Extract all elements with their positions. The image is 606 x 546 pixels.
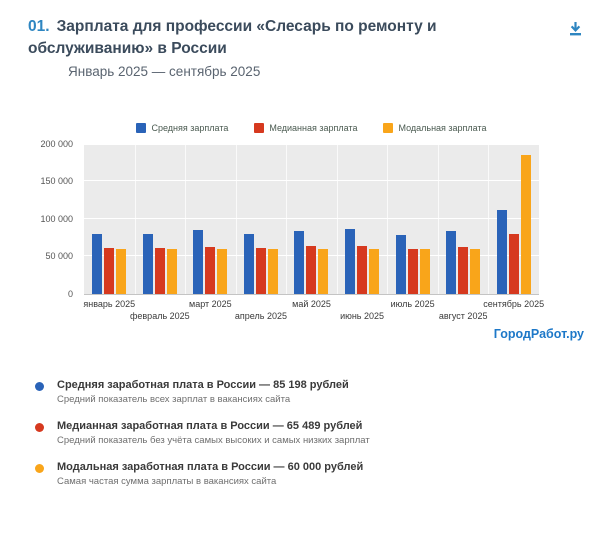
bar	[520, 155, 531, 294]
stat-item: Средняя заработная плата в России — 85 1…	[35, 379, 584, 405]
gridline	[185, 144, 187, 294]
stat-title: Модальная заработная плата в России — 60…	[57, 460, 364, 473]
stat-bullet-icon	[35, 381, 44, 391]
bar-group	[438, 145, 489, 294]
bar	[193, 230, 204, 294]
bar-group	[135, 145, 186, 294]
bar-group	[185, 145, 236, 294]
bar	[217, 248, 228, 294]
bar	[142, 234, 153, 294]
y-axis-label: 150 000	[40, 176, 73, 187]
page-title-number: 01.	[28, 18, 50, 35]
bar	[294, 231, 305, 294]
gridline	[488, 144, 490, 294]
bar	[104, 248, 115, 294]
brand-logo: ГородРабот.ру	[493, 326, 584, 341]
x-axis-label: апрель 2025	[234, 310, 287, 321]
bar	[116, 248, 127, 294]
legend-label: Модальная зарплата	[398, 122, 487, 133]
bar	[92, 233, 103, 294]
bar-group	[84, 145, 135, 294]
stat-description: Самая частая сумма зарплаты в вакансиях …	[57, 475, 277, 487]
x-axis-label: февраль 2025	[129, 310, 190, 321]
x-axis-label: май 2025	[292, 298, 331, 309]
legend-label: Медианная зарплата	[269, 122, 358, 133]
gridline	[336, 144, 338, 294]
bar	[458, 247, 469, 294]
bar-group	[236, 145, 287, 294]
bar-group	[337, 145, 388, 294]
x-axis-label: сентябрь 2025	[483, 298, 545, 309]
bar	[267, 248, 278, 294]
stat-description: Средний показатель без учёта самых высок…	[57, 434, 370, 446]
legend-item: Средняя зарплата	[136, 122, 229, 133]
bar	[470, 248, 481, 294]
y-axis: 0 50 000 100 000 150 000 200 000	[28, 139, 78, 299]
x-axis-label: март 2025	[189, 298, 232, 309]
gridline	[387, 144, 389, 294]
x-axis-label: июнь 2025	[340, 310, 385, 321]
gridline	[84, 142, 539, 144]
plot-row: 0 50 000 100 000 150 000 200 000	[28, 139, 584, 299]
bar	[154, 248, 165, 294]
y-axis-label: 200 000	[40, 138, 73, 149]
bar	[166, 248, 177, 294]
bar	[205, 247, 216, 294]
y-axis-label: 100 000	[40, 213, 73, 224]
x-axis-label: январь 2025	[83, 298, 136, 309]
bar	[496, 209, 507, 294]
bar	[419, 248, 430, 294]
bar	[395, 235, 406, 294]
gridline	[84, 180, 539, 182]
bar	[306, 246, 317, 294]
salary-chart: Средняя зарплата Медианная зарплата Модаль…	[28, 122, 584, 341]
download-icon[interactable]	[567, 20, 584, 42]
header: 01. Зарплата для профессии «Слесарь по ре…	[28, 16, 584, 79]
stat-bullet-icon	[35, 463, 44, 473]
bar	[243, 233, 254, 294]
bar-group	[488, 145, 539, 294]
bar	[508, 233, 519, 294]
page-title: 01. Зарплата для профессии «Слесарь по ре…	[28, 16, 558, 61]
bar-group	[286, 145, 337, 294]
legend-swatch	[136, 122, 147, 133]
gridline	[286, 144, 288, 294]
stat-item: Модальная заработная плата в России — 60…	[35, 461, 584, 487]
y-axis-label: 0	[67, 288, 73, 299]
stat-item: Медианная заработная плата в России — 65…	[35, 420, 584, 446]
legend-item: Медианная зарплата	[254, 122, 358, 133]
stat-title: Медианная заработная плата в России — 65…	[57, 419, 363, 432]
y-axis-label: 50 000	[45, 251, 73, 262]
legend-swatch	[254, 122, 265, 133]
subtitle-period: Январь 2025 — сентябрь 2025	[68, 63, 261, 79]
legend-swatch	[383, 122, 394, 133]
gridline	[235, 144, 237, 294]
page-title-text: Зарплата для профессии «Слесарь по ремон…	[28, 18, 437, 58]
bar	[318, 248, 329, 294]
bar	[345, 229, 356, 294]
x-axis-label: июль 2025	[390, 298, 435, 309]
chart-legend: Средняя зарплата Медианная зарплата Модаль…	[84, 122, 539, 133]
stat-bullet-icon	[35, 422, 44, 432]
legend-label: Средняя зарплата	[151, 122, 229, 133]
bar	[255, 248, 266, 294]
x-axis-label: август 2025	[438, 310, 488, 321]
bar	[446, 230, 457, 294]
legend-item: Модальная зарплата	[383, 122, 487, 133]
bar-group	[387, 145, 438, 294]
stats-list: Средняя заработная плата в России — 85 1…	[35, 379, 584, 487]
stat-title: Средняя заработная плата в России — 85 1…	[57, 378, 349, 391]
bar	[357, 245, 368, 294]
gridline	[134, 144, 136, 294]
plot-area	[84, 142, 539, 295]
bar	[407, 248, 418, 294]
x-axis: январь 2025 февраль 2025 март 2025 апрель 2…	[83, 295, 544, 325]
bar	[369, 248, 380, 294]
gridline	[437, 144, 439, 294]
stat-description: Средний показатель всех зарплат в ваканс…	[57, 393, 291, 405]
gridline	[84, 217, 539, 219]
